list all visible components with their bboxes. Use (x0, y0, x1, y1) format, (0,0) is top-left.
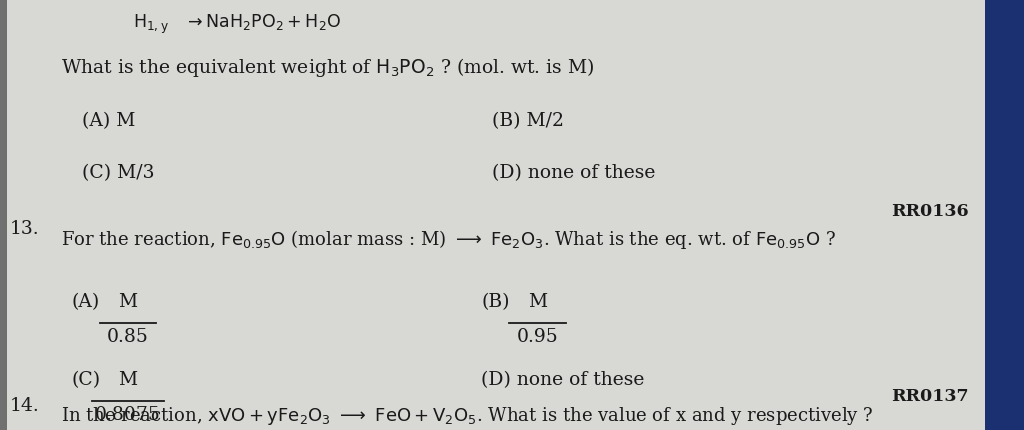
Text: $\mathrm{H_{1,y}}$   $\mathrm{\rightarrow NaH_2PO_2 + H_2O}$: $\mathrm{H_{1,y}}$ $\mathrm{\rightarrow … (133, 13, 341, 36)
Text: (D) none of these: (D) none of these (492, 163, 655, 181)
Text: (C) M/3: (C) M/3 (82, 163, 155, 181)
Text: M: M (119, 292, 137, 310)
Text: 14.: 14. (10, 396, 40, 414)
Text: RR0137: RR0137 (891, 387, 969, 404)
Bar (985, 0, 1024, 430)
Text: (C): (C) (72, 370, 100, 388)
Text: M: M (119, 370, 137, 388)
Text: 0.8075: 0.8075 (95, 405, 161, 423)
Text: (B) M/2: (B) M/2 (492, 112, 563, 130)
Text: What is the equivalent weight of $\mathrm{H_3PO_2}$ ? (mol. wt. is M): What is the equivalent weight of $\mathr… (61, 56, 595, 79)
Bar (0, 0, 7, 430)
Text: RR0136: RR0136 (891, 202, 969, 219)
Text: For the reaction, $\mathrm{Fe_{0.95}O}$ (molar mass : M) $\longrightarrow$ $\mat: For the reaction, $\mathrm{Fe_{0.95}O}$ … (61, 228, 837, 251)
Text: 13.: 13. (10, 219, 40, 237)
Text: M: M (528, 292, 547, 310)
Text: In the reaction, $\mathrm{xVO + yFe_2O_3}$ $\longrightarrow$ $\mathrm{FeO + V_2O: In the reaction, $\mathrm{xVO + yFe_2O_3… (61, 404, 873, 426)
Text: (A) M: (A) M (82, 112, 135, 130)
Text: 0.85: 0.85 (108, 328, 148, 346)
Text: (D) none of these: (D) none of these (481, 370, 645, 388)
Text: (A): (A) (72, 292, 100, 310)
Text: (B): (B) (481, 292, 510, 310)
Text: 0.95: 0.95 (517, 328, 558, 346)
